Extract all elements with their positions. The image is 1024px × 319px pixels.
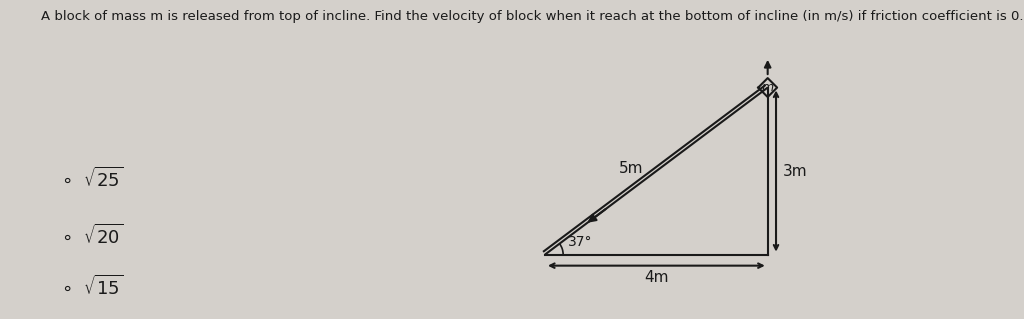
Text: A block of mass m is released from top of incline. Find the velocity of block wh: A block of mass m is released from top o… [41, 10, 1024, 23]
Text: 37°: 37° [568, 235, 593, 249]
Text: 4m: 4m [644, 271, 669, 286]
Text: $\circ$  $\sqrt{20}$: $\circ$ $\sqrt{20}$ [61, 224, 124, 248]
Text: m: m [762, 81, 774, 94]
Text: 3m: 3m [783, 164, 808, 179]
Text: $\circ$  $\sqrt{15}$: $\circ$ $\sqrt{15}$ [61, 275, 124, 299]
Text: $\circ$  $\sqrt{25}$: $\circ$ $\sqrt{25}$ [61, 167, 124, 191]
Text: 5m: 5m [620, 161, 643, 176]
